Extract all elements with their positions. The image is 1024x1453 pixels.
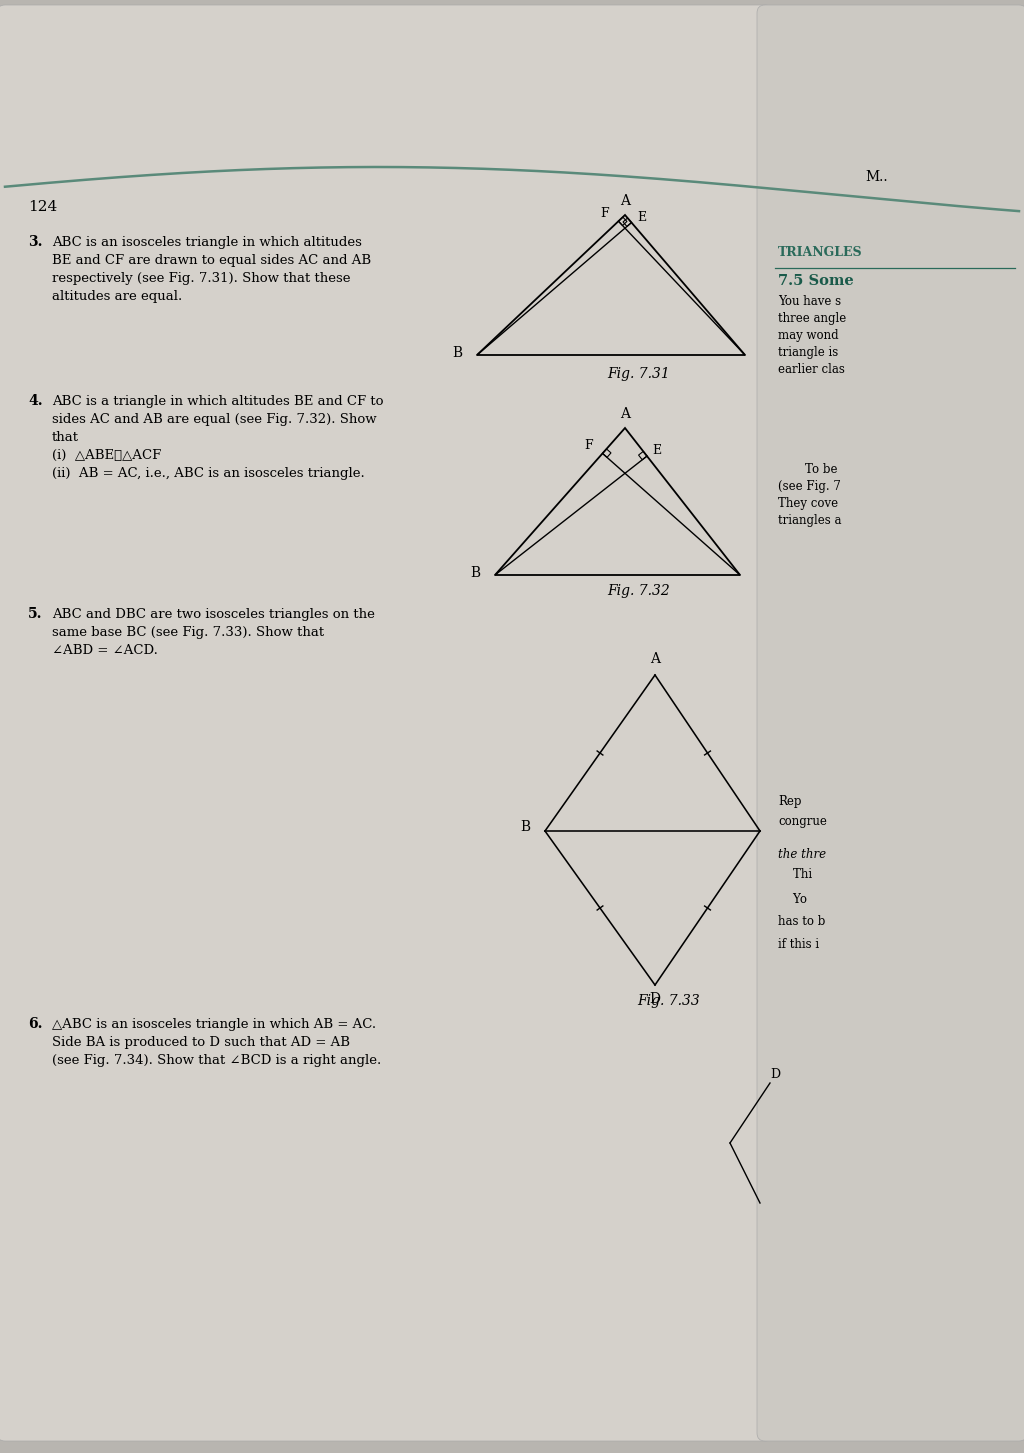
Text: D: D [770,1068,780,1081]
Text: (see Fig. 7: (see Fig. 7 [778,479,841,493]
Text: F: F [585,439,593,452]
Text: They cove: They cove [778,497,838,510]
Text: BE and CF are drawn to equal sides AC and AB: BE and CF are drawn to equal sides AC an… [52,254,371,267]
Text: 6.: 6. [28,1017,43,1032]
Text: ABC is an isosceles triangle in which altitudes: ABC is an isosceles triangle in which al… [52,235,361,248]
Text: that: that [52,432,79,445]
Text: Yo: Yo [778,894,807,907]
Text: Thi: Thi [778,867,812,881]
Text: triangles a: triangles a [778,514,842,527]
Text: 4.: 4. [28,394,43,408]
Text: sides AC and AB are equal (see Fig. 7.32). Show: sides AC and AB are equal (see Fig. 7.32… [52,413,377,426]
Text: (i)  △ABE≅△ACF: (i) △ABE≅△ACF [52,449,161,462]
Text: 5.: 5. [28,607,43,620]
Text: You have s: You have s [778,295,841,308]
Text: E: E [637,211,646,224]
FancyBboxPatch shape [0,4,773,1441]
Text: respectively (see Fig. 7.31). Show that these: respectively (see Fig. 7.31). Show that … [52,272,350,285]
Text: F: F [600,208,608,221]
Text: (see Fig. 7.34). Show that ∠BCD is a right angle.: (see Fig. 7.34). Show that ∠BCD is a rig… [52,1053,381,1067]
Text: (ii)  AB = AC, i.e., ABC is an isosceles triangle.: (ii) AB = AC, i.e., ABC is an isosceles … [52,466,365,479]
Text: △ABC is an isosceles triangle in which AB = AC.: △ABC is an isosceles triangle in which A… [52,1019,376,1032]
Text: same base BC (see Fig. 7.33). Show that: same base BC (see Fig. 7.33). Show that [52,626,325,639]
Text: Fig. 7.33: Fig. 7.33 [637,994,699,1008]
Text: Side BA is produced to D such that AD = AB: Side BA is produced to D such that AD = … [52,1036,350,1049]
Text: A: A [620,407,630,421]
Text: 7.5 Some: 7.5 Some [778,275,854,288]
Text: earlier clas: earlier clas [778,363,845,376]
Text: may wond: may wond [778,328,839,341]
Text: To be: To be [790,464,838,477]
Text: the thre: the thre [778,849,826,862]
Text: B: B [520,819,530,834]
Text: A: A [650,652,660,665]
Text: 124: 124 [28,201,57,214]
Text: Fig. 7.31: Fig. 7.31 [607,368,670,381]
Text: three angle: three angle [778,312,846,325]
Text: altitudes are equal.: altitudes are equal. [52,291,182,304]
Text: triangle is: triangle is [778,346,839,359]
Text: B: B [470,567,480,580]
Text: 3.: 3. [28,235,43,248]
Text: ABC and DBC are two isosceles triangles on the: ABC and DBC are two isosceles triangles … [52,607,375,620]
Text: ∠ABD = ∠ACD.: ∠ABD = ∠ACD. [52,644,158,657]
Text: congrue: congrue [778,815,826,828]
Text: Rep: Rep [778,795,802,808]
FancyBboxPatch shape [757,4,1024,1441]
Text: A: A [620,195,630,208]
Text: has to b: has to b [778,915,825,928]
Text: if this i: if this i [778,939,819,952]
Text: M..: M.. [865,170,888,185]
Text: E: E [652,445,662,458]
Text: TRIANGLES: TRIANGLES [778,246,862,259]
Text: B: B [452,346,462,360]
Text: Fig. 7.32: Fig. 7.32 [607,584,670,599]
Text: ABC is a triangle in which altitudes BE and CF to: ABC is a triangle in which altitudes BE … [52,395,384,408]
Text: D: D [649,992,660,1005]
